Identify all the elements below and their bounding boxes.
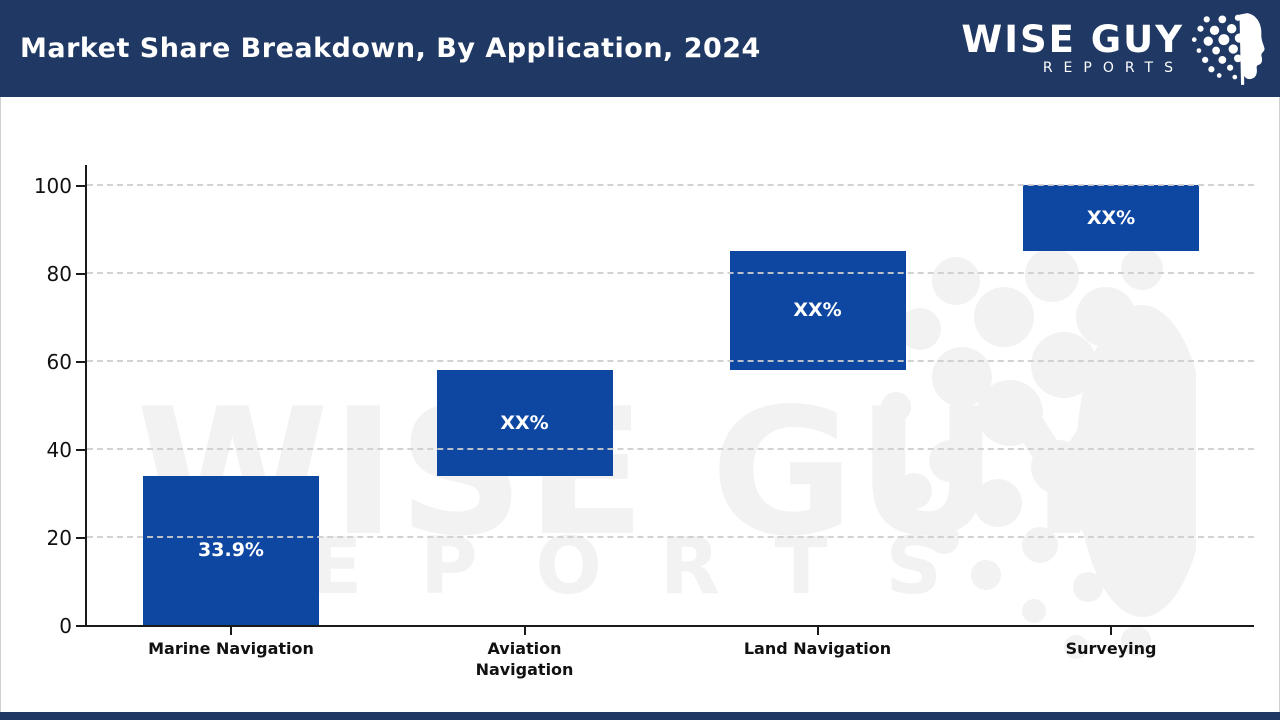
gridline-40: [87, 448, 1254, 450]
bar-aviation-navigation: [436, 369, 613, 476]
chart-title: Market Share Breakdown, By Application, …: [20, 33, 761, 64]
x-tick-mark-3: [1110, 627, 1112, 635]
x-category-label-3: Surveying: [1065, 639, 1157, 658]
logo-reports-text: REPORTS: [1042, 60, 1184, 76]
y-tick-label-60: 60: [46, 350, 72, 374]
chart-area: WISE GUY REPORTS 33.9% XX% XX% XX% 0 20 40 60 80…: [0, 97, 1280, 712]
footer-bar: [0, 712, 1280, 720]
y-tick-mark-80: [76, 273, 85, 275]
y-tick-label-80: 80: [46, 262, 72, 286]
y-tick-mark-20: [76, 537, 85, 539]
y-tick-mark-100: [76, 185, 85, 187]
y-tick-label-20: 20: [46, 526, 72, 550]
y-tick-mark-60: [76, 361, 85, 363]
bar-surveying: [1023, 185, 1199, 251]
gridline-80: [87, 272, 1254, 274]
x-category-label-0: Marine Navigation: [148, 639, 314, 658]
header-bar: Market Share Breakdown, By Application, …: [0, 0, 1280, 97]
watermark-head-dots-icon: [881, 248, 1196, 659]
y-tick-mark-0: [76, 625, 85, 627]
bar-value-label: XX%: [1086, 207, 1136, 229]
wiseguy-logo: WISE GUY REPORTS: [961, 0, 1266, 97]
bar-land-navigation: [729, 251, 906, 370]
y-tick-label-100: 100: [33, 174, 72, 198]
gridline-60: [87, 360, 1254, 362]
wiseguy-head-dots-icon: [1191, 12, 1265, 85]
logo-text: WISE GUY REPORTS: [961, 21, 1184, 76]
y-axis-spine: [85, 165, 87, 627]
x-tick-mark-0: [230, 627, 232, 635]
gridline-100: [87, 184, 1254, 186]
x-category-label-1: Aviation Navigation: [475, 639, 574, 679]
logo-wiseguy-text: WISE GUY: [961, 18, 1184, 61]
bar-value-label: XX%: [500, 411, 549, 434]
y-tick-label-0: 0: [59, 614, 72, 638]
bar-value-label: 33.9%: [198, 539, 264, 562]
x-axis-spine: [85, 625, 1254, 627]
x-tick-mark-2: [816, 627, 819, 635]
x-tick-mark-1: [523, 627, 526, 635]
gridline-20: [87, 536, 1254, 538]
x-category-label-2: Land Navigation: [743, 639, 892, 658]
bar-marine-navigation: [143, 475, 319, 625]
bar-value-label: XX%: [793, 299, 842, 322]
y-tick-mark-40: [76, 449, 85, 451]
y-tick-label-40: 40: [46, 438, 72, 462]
